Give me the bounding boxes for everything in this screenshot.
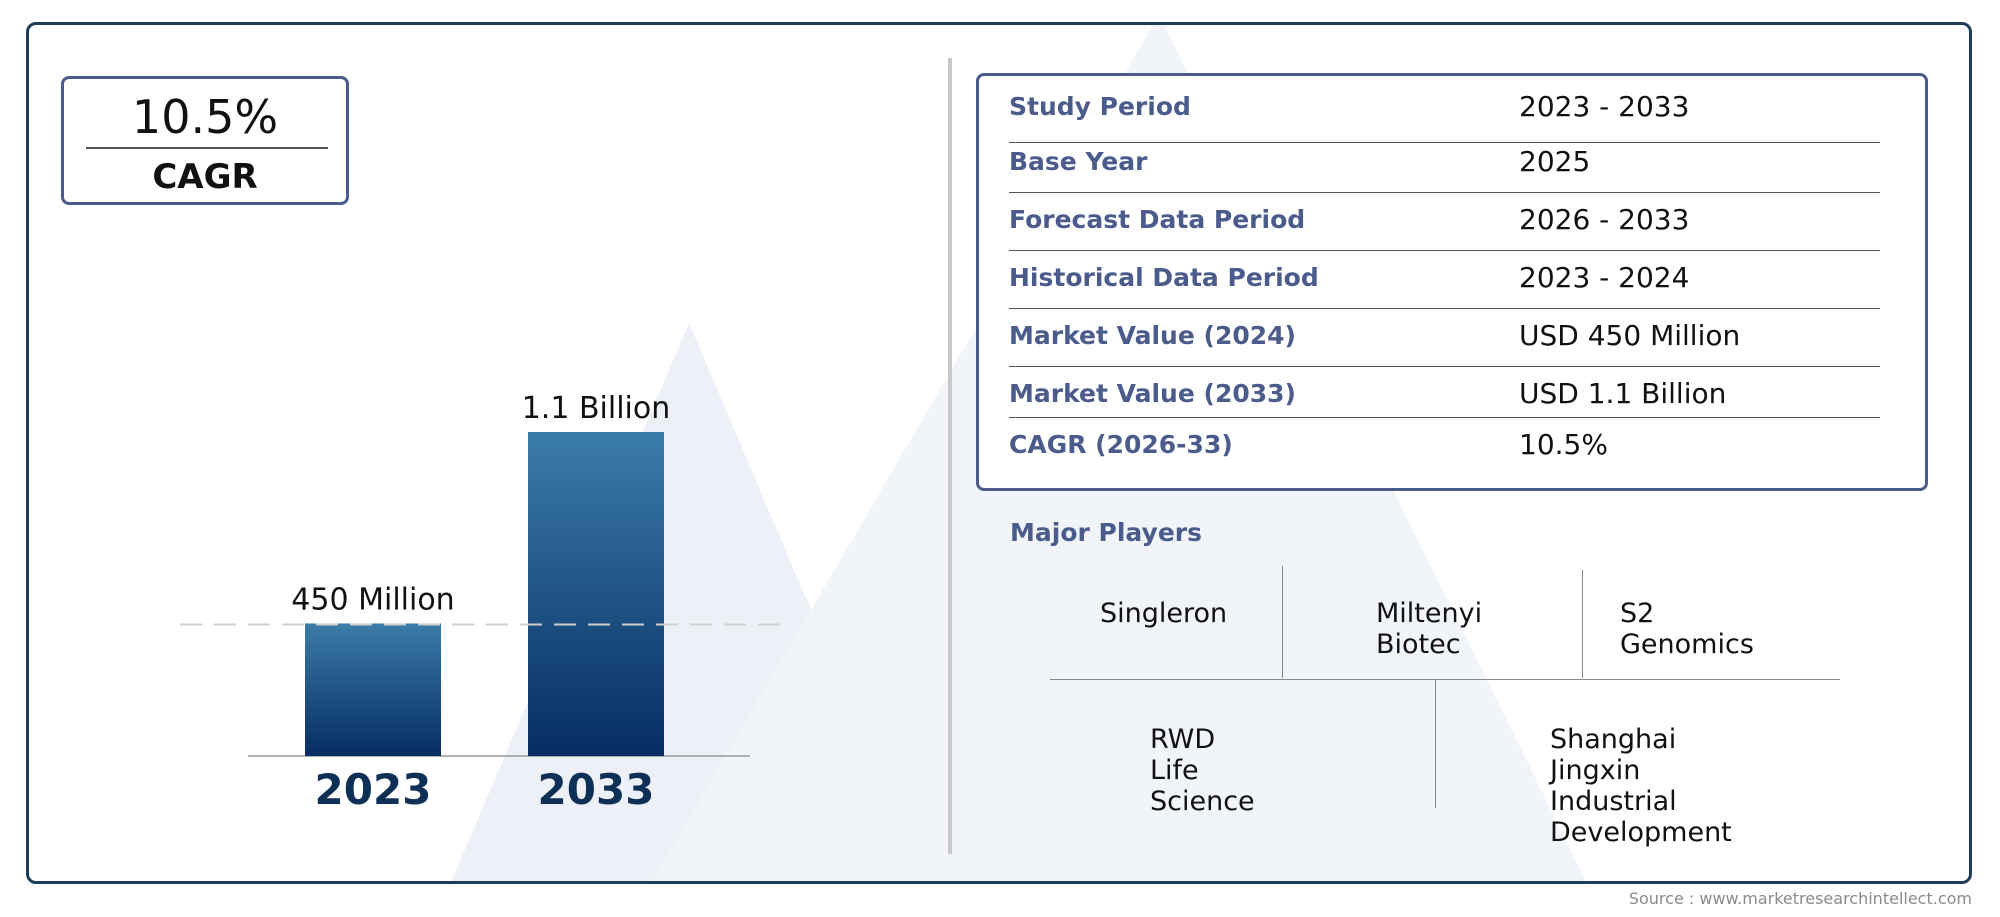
bar-2023 [305,623,441,756]
grid-hline [1050,679,1840,680]
market-info-table: Study Period 2023 - 2033 Base Year 2025 Fore… [976,73,1928,491]
info-row-value: 2023 - 2033 [1519,90,1690,123]
major-player-line: S2 Genomics [1620,598,1754,660]
info-row-label: Base Year [1009,147,1148,176]
major-player-line: Singleron [1100,598,1228,629]
major-player-name: Miltenyi Biotec [1376,598,1482,660]
info-row: Forecast Data Period 2026 - 2033 [1009,192,1880,251]
bar-chart: 450 Million 2023 1.1 Billion 2033 [180,391,790,814]
info-row: Historical Data Period 2023 - 2024 [1009,250,1880,309]
panel-divider [948,58,952,854]
major-player-line: Miltenyi [1376,598,1483,629]
cagr-card: 10.5% CAGR [61,76,349,205]
info-row-value: 2026 - 2033 [1519,203,1690,236]
cagr-label: CAGR [152,157,258,197]
major-players-title: Major Players [1010,518,1202,547]
major-player-line: RWD Life Science [1150,724,1255,817]
source-note: Source : www.marketresearchintellect.com [1628,889,1972,908]
major-player-line: Industrial Development [1550,786,1732,848]
cagr-divider [86,147,328,149]
major-player-line: Shanghai Jingxin [1550,724,1677,786]
info-row: Study Period 2023 - 2033 [1009,76,1880,143]
info-row-label: Study Period [1009,92,1191,121]
major-player-name: Singleron [1100,598,1227,629]
major-player-name: RWD Life Science [1150,724,1255,817]
category-label: 2033 [538,765,655,814]
category-label: 2023 [315,765,432,814]
info-row: Base Year 2025 [1009,134,1880,193]
info-row-label: Historical Data Period [1009,263,1319,292]
major-player-name: S2 Genomics [1620,598,1754,660]
info-row-value: 10.5% [1519,428,1608,461]
info-row-label: Market Value (2024) [1009,321,1296,350]
info-row-value: 2023 - 2024 [1519,261,1690,294]
info-row-value: 2025 [1519,145,1591,178]
bar-value-label: 450 Million [291,582,454,617]
info-row-label: Forecast Data Period [1009,205,1306,234]
grid-vline [1282,566,1283,678]
info-row: CAGR (2026-33) 10.5% [1009,417,1880,487]
bar-2033 [528,432,664,756]
info-row: Market Value (2033) USD 1.1 Billion [1009,366,1880,418]
info-row-value: USD 1.1 Billion [1519,377,1727,410]
info-row-value: USD 450 Million [1519,319,1741,352]
major-player-line: Biotec [1376,629,1461,660]
info-row-label: CAGR (2026-33) [1009,430,1233,459]
bar-value-label: 1.1 Billion [522,391,671,426]
major-player-name: Shanghai Jingxin Industrial Development [1550,724,1732,848]
info-row-label: Market Value (2033) [1009,379,1296,408]
cagr-value: 10.5% [131,90,279,144]
grid-vline [1582,570,1583,678]
grid-vline [1435,680,1436,808]
info-row: Market Value (2024) USD 450 Million [1009,308,1880,367]
